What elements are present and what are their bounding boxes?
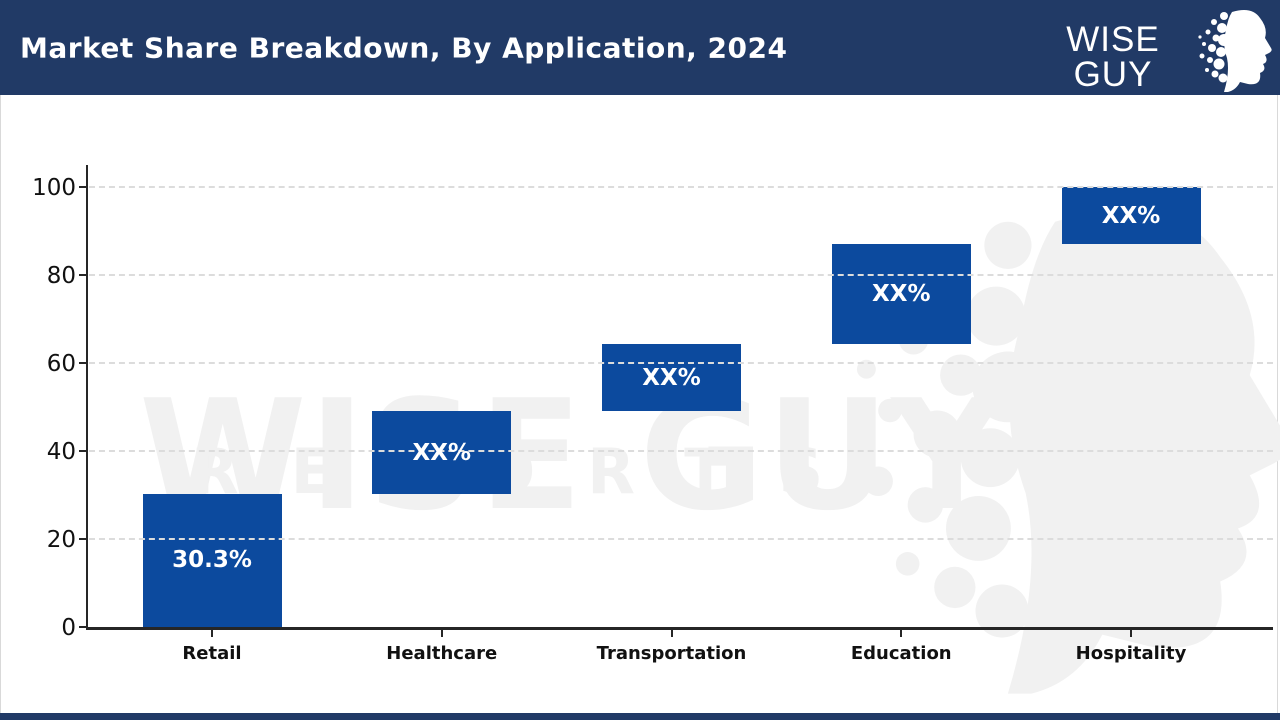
x-category-label-healthcare: Healthcare xyxy=(386,643,498,664)
gridline xyxy=(89,538,1273,540)
watermark-wordmark: WISE GUY xyxy=(139,367,1004,544)
x-tick-mark xyxy=(440,630,443,637)
gridline xyxy=(89,450,1273,452)
y-tick-label: 80 xyxy=(46,263,76,289)
x-category-label-education: Education xyxy=(850,643,952,664)
y-tick-mark xyxy=(79,186,86,188)
x-tick-mark xyxy=(211,630,213,637)
footer-band xyxy=(0,713,1280,720)
bar-value-label: 30.3% xyxy=(172,547,252,574)
header-band: Market Share Breakdown, By Application, … xyxy=(0,0,1280,125)
y-tick-mark xyxy=(79,538,86,540)
chart-canvas: WISE GUY REPORTS 30.3% XX% XX% XX% XX% 0 20 40 6… xyxy=(0,95,1280,713)
y-axis-line xyxy=(86,165,88,627)
y-tick-label: 60 xyxy=(46,351,76,377)
y-tick-mark xyxy=(79,274,86,276)
bar-value-label: XX% xyxy=(412,439,472,466)
logo-head-icon xyxy=(1198,10,1272,92)
bar-education xyxy=(831,244,971,345)
gridline xyxy=(89,362,1273,364)
y-tick-mark xyxy=(79,626,86,628)
y-tick-label: 100 xyxy=(32,175,76,201)
y-tick-mark xyxy=(79,450,86,452)
y-tick-mark xyxy=(79,362,86,364)
x-category-label-transportation: Transportation xyxy=(596,643,747,664)
bar-value-label: XX% xyxy=(642,364,701,391)
bar-retail xyxy=(142,493,282,627)
y-tick-label: 20 xyxy=(46,527,76,553)
bar-transportation xyxy=(602,344,741,412)
y-tick-label: 0 xyxy=(61,615,76,641)
y-tick-label: 40 xyxy=(46,439,76,465)
page-title: Market Share Breakdown, By Application, … xyxy=(20,31,788,64)
x-tick-mark xyxy=(670,630,673,637)
bar-value-label: XX% xyxy=(871,281,931,308)
logo-wordmark: WISE GUY xyxy=(1066,20,1160,94)
watermark-subtitle: REPORTS xyxy=(191,435,876,508)
x-category-label-hospitality: Hospitality xyxy=(1075,643,1187,664)
x-axis-line xyxy=(86,627,1273,630)
gridline xyxy=(89,274,1273,276)
gridline xyxy=(89,186,1273,188)
bar-healthcare xyxy=(372,411,512,494)
wise-guy-logo: WISE GUY R E P O R T S xyxy=(1022,4,1272,125)
bar-hospitality xyxy=(1061,187,1201,245)
bar-value-label: XX% xyxy=(1101,202,1161,229)
x-tick-mark xyxy=(1130,630,1132,637)
x-category-label-retail: Retail xyxy=(182,643,242,664)
x-tick-mark xyxy=(900,630,903,637)
